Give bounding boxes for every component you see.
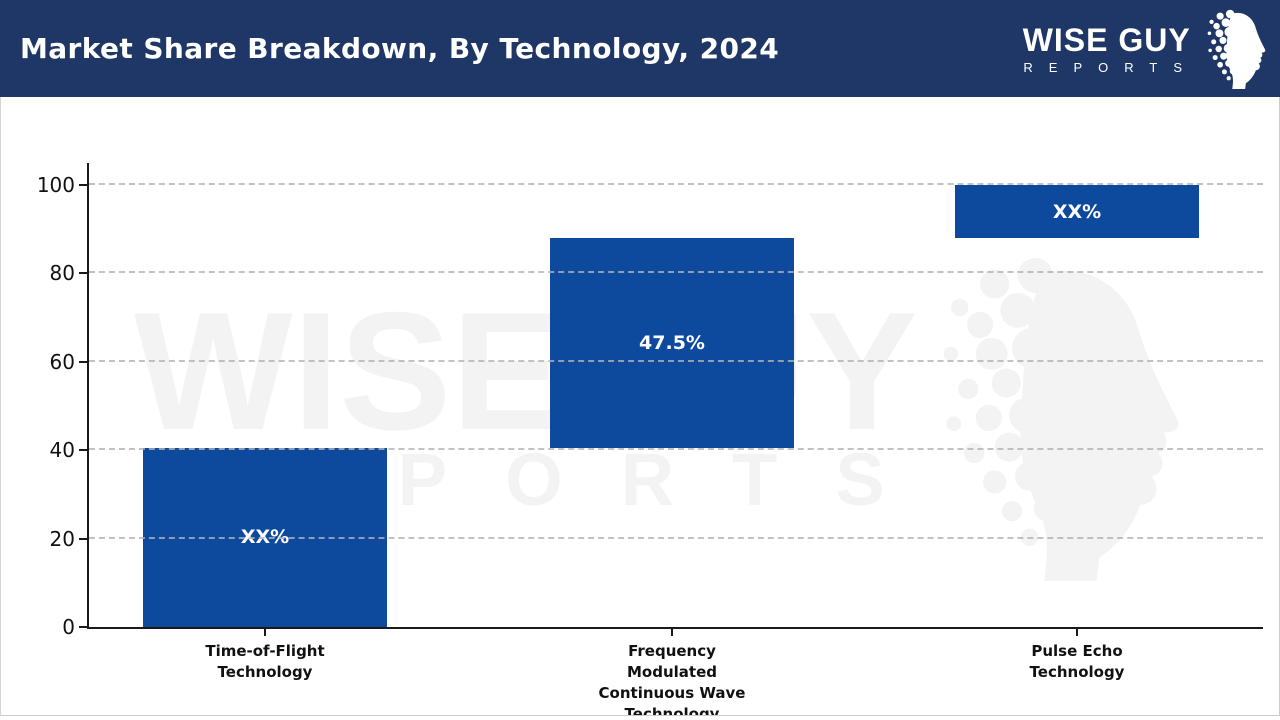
- x-tick-mark: [1076, 629, 1078, 636]
- y-tick-mark: [79, 537, 87, 540]
- gridline: [89, 536, 1263, 539]
- brand-logo: WISE GUY REPORTS: [1015, 9, 1266, 89]
- y-tick-mark: [79, 449, 87, 452]
- y-tick-mark: [79, 360, 87, 363]
- y-tick-label: 60: [49, 349, 75, 374]
- logo-wordmark-sub: REPORTS: [1023, 60, 1198, 75]
- watermark-text: WISE: [134, 277, 564, 465]
- header: Market Share Breakdown, By Technology, 2…: [0, 0, 1280, 97]
- y-axis-line: [87, 163, 89, 629]
- head-profile-icon: [1207, 9, 1266, 89]
- watermark-head-icon: [943, 257, 1179, 581]
- y-tick-label: 0: [62, 615, 75, 639]
- chart-area: WISE GUY REPORTS XX%47.5%XX%020406080100…: [0, 97, 1280, 716]
- y-tick-mark: [79, 626, 87, 628]
- x-tick-mark: [671, 629, 673, 636]
- category-label: Time-of-Flight Technology: [205, 642, 325, 681]
- y-tick-mark: [79, 272, 87, 275]
- y-tick-label: 20: [49, 526, 75, 551]
- bar-segment: 47.5%: [550, 238, 794, 448]
- category-label: Frequency Modulated Continuous Wave Tech…: [598, 642, 746, 716]
- gridline: [89, 271, 1263, 274]
- y-tick-mark: [79, 184, 87, 186]
- category-label: Pulse Echo Technology: [1029, 642, 1125, 681]
- y-tick-label: 40: [49, 438, 75, 463]
- y-tick-label: 100: [36, 173, 75, 197]
- y-tick-label: 80: [49, 261, 75, 286]
- x-axis-line: [87, 627, 1263, 629]
- page-title: Market Share Breakdown, By Technology, 2…: [20, 32, 780, 65]
- logo-wordmark: WISE GUY REPORTS: [1015, 22, 1198, 75]
- gridline: [89, 448, 1263, 451]
- bar-value-label: XX%: [1052, 200, 1102, 223]
- gridline: [89, 183, 1263, 185]
- x-tick-mark: [264, 629, 266, 636]
- bar-segment: XX%: [955, 185, 1199, 239]
- gridline: [89, 359, 1263, 362]
- bar-value-label: 47.5%: [639, 332, 705, 354]
- logo-wordmark-main: WISE GUY: [1022, 22, 1191, 58]
